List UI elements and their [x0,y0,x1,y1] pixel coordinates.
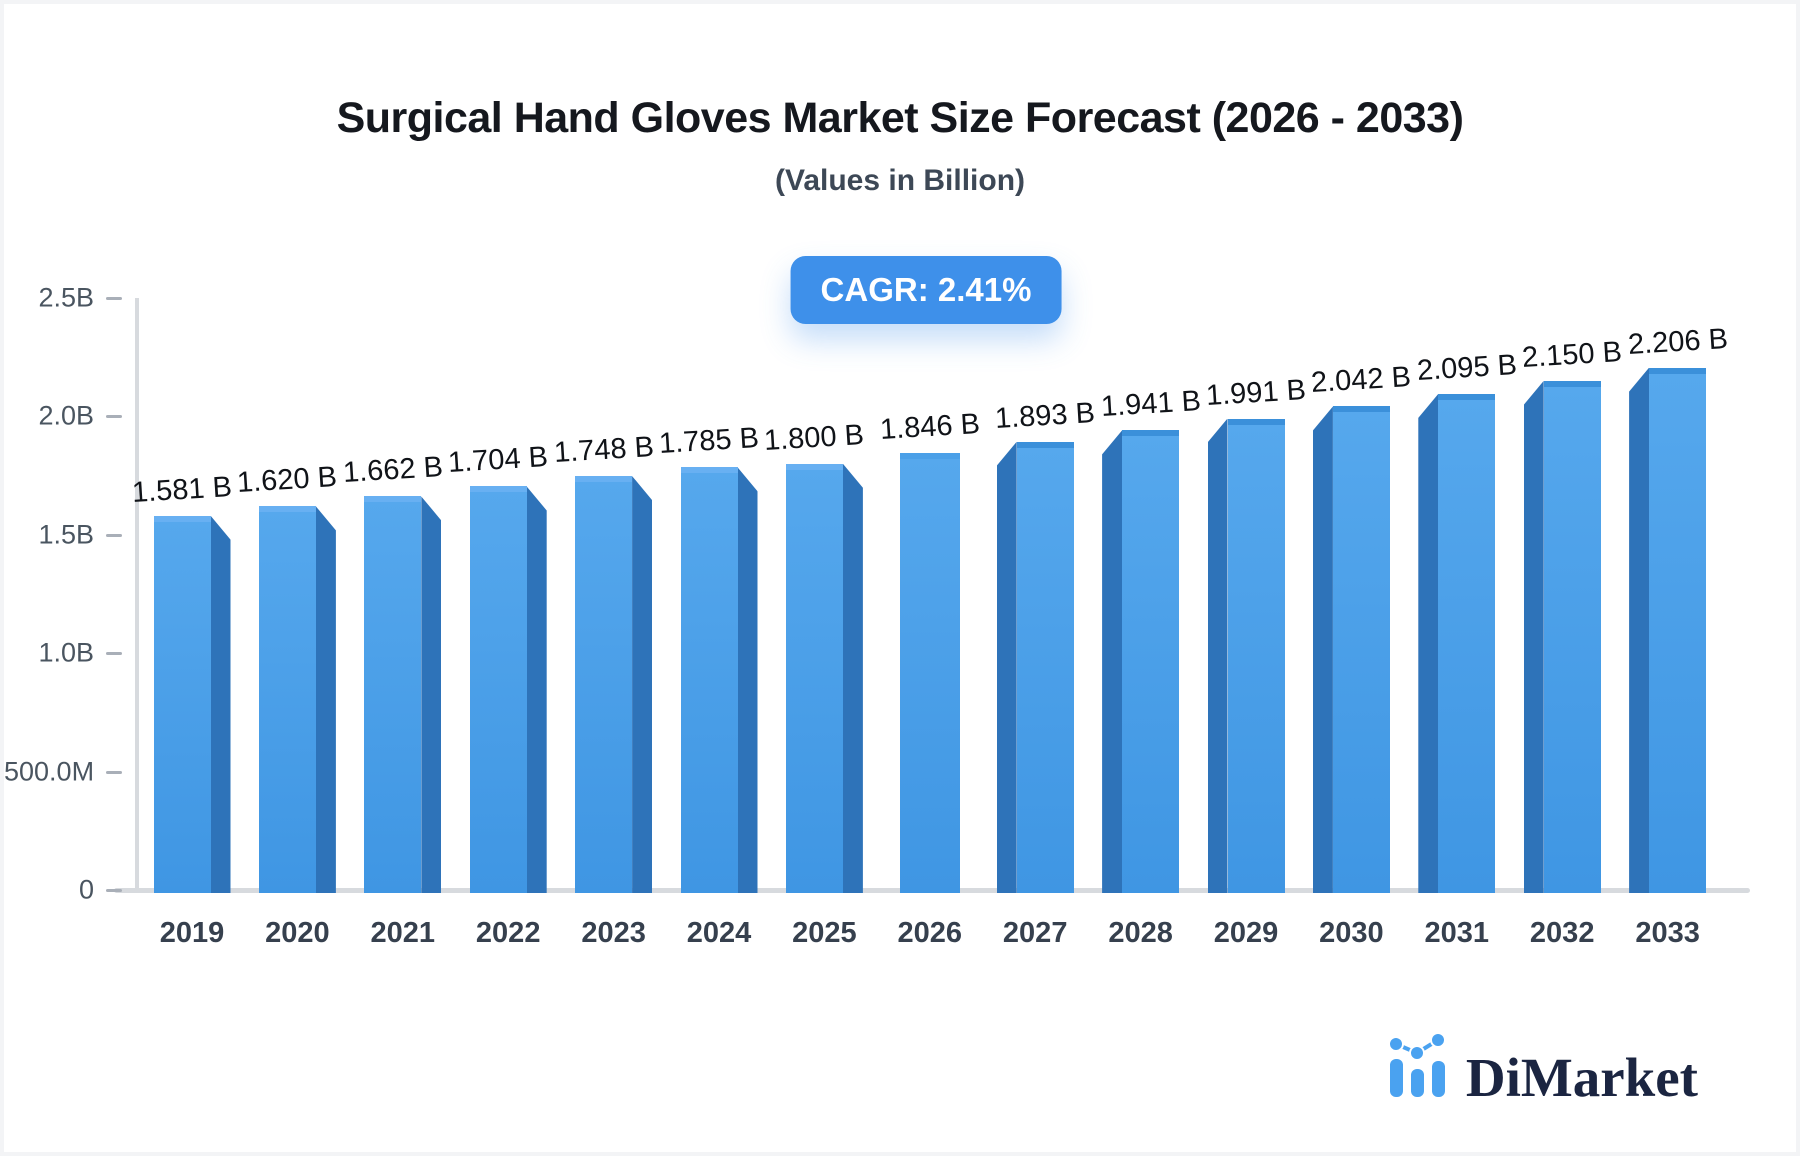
bar-2025 [785,463,843,893]
x-axis-category-label: 2020 [265,917,330,949]
bar-2026 [899,452,960,893]
chart-title: Surgical Hand Gloves Market Size Forecas… [336,94,1464,142]
bar-2022 [469,486,527,893]
bar-top-face [899,452,960,459]
bar-value-label: 2.206 B [1626,322,1729,361]
chart-card: Surgical Hand Gloves Market Size Forecas… [4,4,1796,1152]
y-axis-tick-mark [106,889,122,892]
y-axis-tick-label: 1.0B [38,637,94,668]
y-axis-tick-mark [106,415,122,419]
bar-top-face [1016,441,1074,448]
bar-3d-side [1102,430,1123,893]
y-axis-tick-mark [106,652,122,656]
x-axis-category-label: 2022 [475,917,541,949]
bar-top-face [258,506,316,513]
bar-3d-side [526,486,547,893]
bar-value-label: 1.581 B [131,470,233,509]
bar-3d-side [996,441,1017,893]
brand-name: DiMarket [1465,1047,1698,1109]
bar-3d-side [421,496,442,893]
x-axis-category-label: 2029 [1213,917,1279,949]
bar-3d-side [842,463,863,893]
bar-2032 [1543,380,1601,893]
x-axis-category-label: 2032 [1529,917,1595,949]
bar-3d-side [1207,418,1228,893]
bar-value-label: 1.800 B [763,418,866,457]
bar-2020 [258,506,316,893]
x-axis-category-label: 2021 [370,917,436,949]
bar-top-face [1438,393,1496,400]
y-axis-tick-mark [106,770,122,774]
bar-value-label: 1.846 B [878,407,981,446]
x-axis-category-label: 2019 [159,917,225,949]
bar-3d-side [632,476,653,893]
bar-2021 [364,496,422,893]
y-axis-tick-label: 2.0B [38,400,94,431]
bar-top-face [680,467,738,474]
bar-value-label: 2.042 B [1310,361,1413,400]
cagr-badge: CAGR: 2.41% [790,256,1062,324]
bar-top-face [1122,430,1180,437]
x-axis-category-label: 2025 [792,917,857,949]
bar-top-face [1332,406,1390,413]
bar-top-face [364,496,422,503]
x-axis-category-label: 2030 [1319,917,1384,949]
bar-3d-side [737,467,758,893]
x-axis-category-label: 2026 [897,917,963,949]
bar-2023 [575,476,633,893]
bar-chart: 2.5B 2.0B 1.5B 1.0B 500.0M 0 1.581 B 2019 1.620 … [4,4,1796,1152]
bar-value-label: 2.095 B [1415,348,1518,387]
bar-2027 [1016,441,1074,893]
bar-3d-side [1312,406,1333,893]
x-axis-category-label: 2027 [1002,917,1068,949]
bar-top-face [575,476,633,483]
bar-value-label: 1.704 B [447,441,550,480]
bar-top-face [1227,418,1285,425]
cagr-badge-label: CAGR: 2.41% [820,271,1032,308]
bar-top-face [785,463,843,470]
bar-top-face [1649,367,1707,374]
y-axis-tick-mark [106,533,122,537]
bar-chart-logo-icon [1387,1032,1450,1104]
bar-2029 [1227,418,1285,893]
bar-2024 [680,467,738,893]
x-axis-category-label: 2023 [581,917,646,949]
bar-3d-side [1523,380,1544,893]
y-axis-line [135,298,139,890]
y-axis-tick-label: 500.0M [4,756,95,787]
bar-value-label: 1.893 B [994,396,1097,435]
bar-3d-side [1418,393,1439,893]
bar-value-label: 1.991 B [1205,373,1307,412]
bar-top-face [1543,380,1601,387]
bar-top-face [469,486,527,493]
y-axis-tick-label: 2.5B [38,282,94,313]
bar-2031 [1438,393,1496,893]
y-axis-tick-label: 1.5B [38,519,94,550]
bar-3d-side [1629,367,1650,893]
bar-value-label: 1.620 B [236,461,339,500]
bar-value-label: 1.785 B [658,422,760,461]
bar-value-label: 2.150 B [1521,335,1624,374]
x-axis-category-label: 2033 [1635,917,1700,949]
bar-value-label: 1.941 B [1099,385,1202,424]
bar-3d-side [315,506,336,893]
x-axis-category-label: 2028 [1108,917,1173,949]
bar-3d-side [210,515,231,893]
brand-watermark: DiMarket [1387,1032,1698,1109]
bar-2033 [1649,367,1707,893]
x-axis-category-label: 2024 [686,917,752,949]
bar-2028 [1122,430,1180,893]
y-axis-tick-label: 0 [78,874,94,905]
bar-2019 [153,515,211,893]
bar-top-face [153,515,211,522]
y-axis-tick-mark [106,297,122,300]
bar-value-label: 1.662 B [341,451,444,490]
chart-subtitle: (Values in Billion) [774,164,1026,197]
bar-value-label: 1.748 B [552,431,655,470]
x-axis-category-label: 2031 [1424,917,1490,949]
bar-2030 [1332,406,1390,893]
